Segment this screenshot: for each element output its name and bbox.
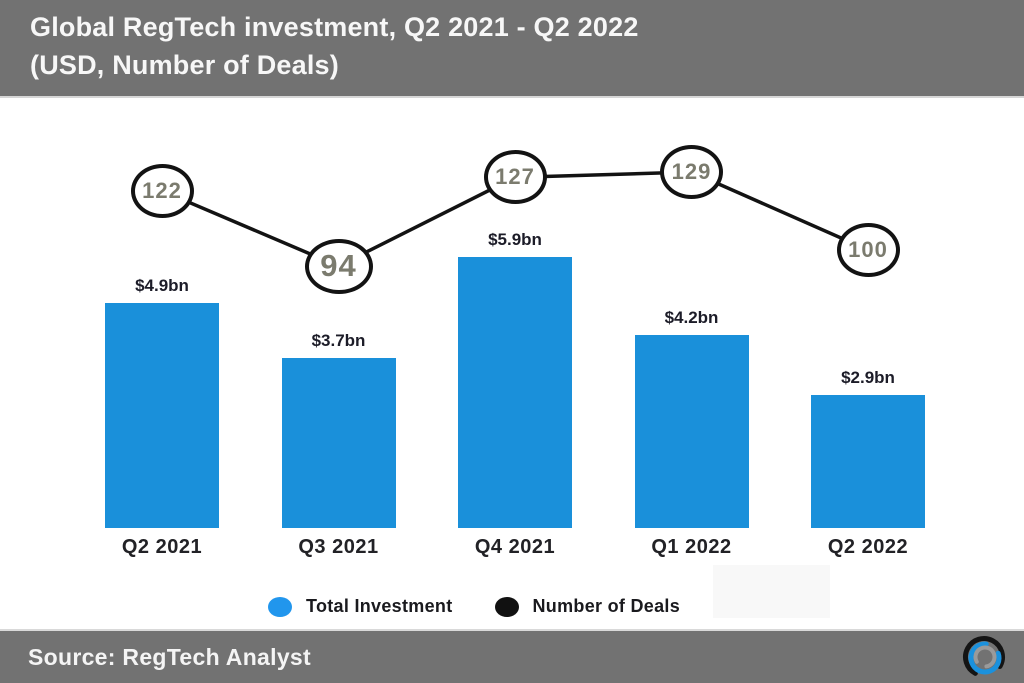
deals-marker-q3-2021: 94	[304, 238, 373, 294]
bar-value-label: $2.9bn	[841, 367, 895, 387]
header: Global RegTech investment, Q2 2021 - Q2 …	[0, 0, 1024, 98]
legend-label-total-investment: Total Investment	[306, 596, 453, 616]
x-axis-label: Q2 2021	[121, 536, 203, 558]
x-axis-label: Q4 2021	[474, 536, 556, 558]
bar-value-label: $5.9bn	[488, 230, 542, 249]
x-axis-label: Q3 2021	[298, 536, 379, 558]
total-investment-dot-icon	[268, 596, 292, 617]
x-axis-label: Q1 2022	[651, 536, 732, 558]
bar-value-label: $4.9bn	[135, 275, 189, 295]
investment-bar-q1-2022	[634, 335, 749, 528]
legend-label-number-of-deals: Number of Deals	[532, 596, 681, 616]
chart-area: Total Investment Number of Deals $4.9bn Q…	[0, 100, 1024, 627]
legend-item-number-of-deals: Number of Deals	[494, 596, 681, 617]
chart-subtitle: (USD, Number of Deals)	[30, 50, 339, 80]
deals-marker-q1-2022: 129	[660, 145, 723, 199]
footer: Source: RegTech Analyst	[0, 629, 1024, 683]
legend-item-total-investment: Total Investment	[268, 596, 453, 617]
regtech-analyst-logo-icon	[963, 636, 1005, 678]
watermark-box	[713, 565, 830, 618]
deals-marker-q2-2022: 100	[836, 222, 900, 277]
investment-bar-q3-2021	[281, 358, 396, 528]
deals-marker-q2-2021: 122	[130, 163, 194, 218]
source-text: Source: RegTech Analyst	[28, 643, 311, 670]
deals-marker-q4-2021: 127	[483, 150, 547, 205]
bar-value-label: $3.7bn	[311, 331, 366, 351]
x-axis-label: Q2 2022	[827, 536, 909, 558]
legend: Total Investment Number of Deals	[268, 596, 680, 617]
bar-value-label: $4.2bn	[664, 308, 719, 328]
chart-title: Global RegTech investment, Q2 2021 - Q2 …	[30, 12, 639, 42]
number-of-deals-dot-icon	[494, 596, 519, 617]
investment-bar-q4-2021	[458, 257, 572, 528]
investment-bar-q2-2022	[811, 394, 925, 528]
investment-bar-q2-2021	[105, 302, 219, 528]
